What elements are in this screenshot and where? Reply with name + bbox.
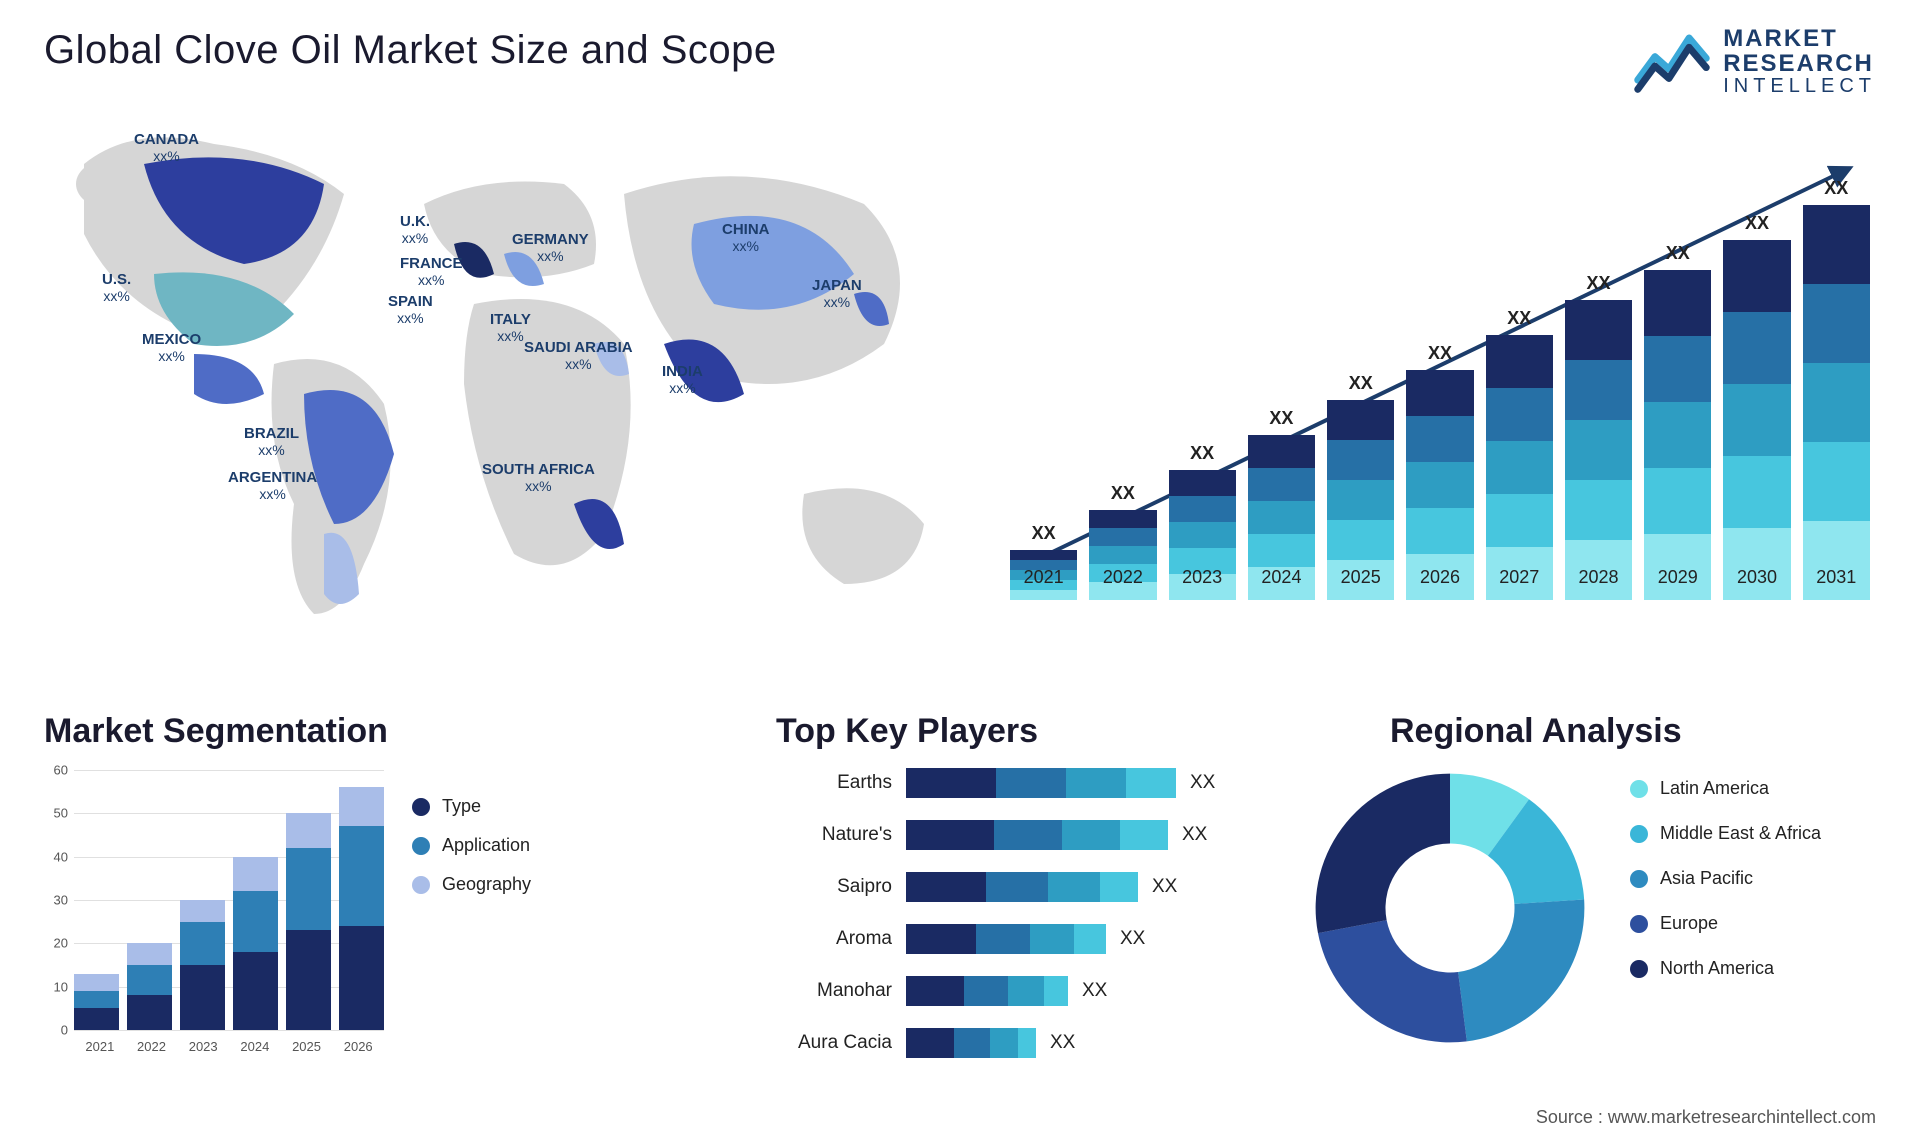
- region-chart: Latin America Middle East & Africa Asia Pa…: [1310, 760, 1870, 1080]
- map-label-china: CHINAxx%: [722, 222, 770, 254]
- player-row-natures: Nature'sXX: [776, 812, 1276, 858]
- donut-icon: [1310, 768, 1590, 1048]
- seg-bar-2026: [339, 787, 384, 1030]
- players-title: Top Key Players: [776, 712, 1038, 751]
- map-label-spain: SPAINxx%: [388, 294, 433, 326]
- player-row-saipro: SaiproXX: [776, 864, 1276, 910]
- map-label-france: FRANCExx%: [400, 256, 463, 288]
- map-label-uk: U.K.xx%: [400, 214, 430, 246]
- growth-value-label: XX: [1428, 343, 1452, 364]
- growth-bar-2028: XX 2028: [1565, 180, 1632, 600]
- map-label-germany: GERMANYxx%: [512, 232, 589, 264]
- growth-year-label: 2028: [1565, 567, 1632, 588]
- growth-bar-2023: XX 2023: [1169, 180, 1236, 600]
- map-label-japan: JAPANxx%: [812, 278, 862, 310]
- region-legend-northamerica: North America: [1630, 958, 1821, 979]
- map-label-india: INDIAxx%: [662, 364, 703, 396]
- region-legend-europe: Europe: [1630, 913, 1821, 934]
- map-label-canada: CANADAxx%: [134, 132, 199, 164]
- region-title: Regional Analysis: [1390, 712, 1682, 751]
- seg-legend-application: Application: [412, 835, 531, 856]
- logo-text-1: MARKET: [1723, 26, 1876, 51]
- growth-value-label: XX: [1507, 308, 1531, 329]
- growth-value-label: XX: [1269, 408, 1293, 429]
- logo-text-3: INTELLECT: [1723, 76, 1876, 97]
- player-row-manohar: ManoharXX: [776, 968, 1276, 1014]
- growth-bar-2026: XX 2026: [1406, 180, 1473, 600]
- growth-year-label: 2027: [1486, 567, 1553, 588]
- players-chart: EarthsXX Nature'sXX SaiproXX AromaXX Manohar…: [776, 760, 1276, 1080]
- map-label-saudiarabia: SAUDI ARABIAxx%: [524, 340, 633, 372]
- seg-bar-2025: [286, 813, 331, 1030]
- map-svg: [44, 114, 964, 644]
- growth-value-label: XX: [1666, 243, 1690, 264]
- seg-bar-2024: [233, 857, 278, 1030]
- growth-year-label: 2022: [1089, 567, 1156, 588]
- growth-value-label: XX: [1586, 273, 1610, 294]
- donut-slice-asiapacific: [1458, 900, 1584, 1042]
- region-legend-middleeastafrica: Middle East & Africa: [1630, 823, 1821, 844]
- growth-value-label: XX: [1745, 213, 1769, 234]
- player-row-aroma: AromaXX: [776, 916, 1276, 962]
- growth-bar-2025: XX 2025: [1327, 180, 1394, 600]
- segmentation-title: Market Segmentation: [44, 712, 388, 751]
- growth-bar-2024: XX 2024: [1248, 180, 1315, 600]
- growth-year-label: 2023: [1169, 567, 1236, 588]
- seg-bar-2022: [127, 943, 172, 1030]
- map-label-southafrica: SOUTH AFRICAxx%: [482, 462, 595, 494]
- map-label-us: U.S.xx%: [102, 272, 131, 304]
- player-row-auracacia: Aura CaciaXX: [776, 1020, 1276, 1066]
- seg-legend-geography: Geography: [412, 874, 531, 895]
- brand-logo: MARKET RESEARCH INTELLECT: [1633, 24, 1876, 99]
- growth-value-label: XX: [1190, 443, 1214, 464]
- growth-bar-2022: XX 2022: [1089, 180, 1156, 600]
- map-label-argentina: ARGENTINAxx%: [228, 470, 317, 502]
- segmentation-chart: 0102030405060 202120222023202420252026 T…: [44, 760, 554, 1080]
- map-label-mexico: MEXICOxx%: [142, 332, 201, 364]
- logo-text-2: RESEARCH: [1723, 51, 1876, 76]
- growth-year-label: 2021: [1010, 567, 1077, 588]
- growth-year-label: 2024: [1248, 567, 1315, 588]
- growth-bar-2031: XX 2031: [1803, 180, 1870, 600]
- growth-bar-2021: XX 2021: [1010, 180, 1077, 600]
- region-legend-asiapacific: Asia Pacific: [1630, 868, 1821, 889]
- growth-year-label: 2031: [1803, 567, 1870, 588]
- growth-year-label: 2026: [1406, 567, 1473, 588]
- growth-value-label: XX: [1032, 523, 1056, 544]
- player-row-earths: EarthsXX: [776, 760, 1276, 806]
- world-map: CANADAxx% U.S.xx% MEXICOxx% BRAZILxx% ARGENT…: [44, 114, 964, 644]
- growth-value-label: XX: [1824, 178, 1848, 199]
- growth-bar-2030: XX 2030: [1723, 180, 1790, 600]
- growth-value-label: XX: [1349, 373, 1373, 394]
- source-label: Source : www.marketresearchintellect.com: [1536, 1107, 1876, 1128]
- donut-slice-europe: [1318, 920, 1467, 1042]
- seg-bar-2023: [180, 900, 225, 1030]
- seg-legend-type: Type: [412, 796, 531, 817]
- growth-value-label: XX: [1111, 483, 1135, 504]
- growth-bar-2029: XX 2029: [1644, 180, 1711, 600]
- seg-bar-2021: [74, 974, 119, 1030]
- growth-year-label: 2025: [1327, 567, 1394, 588]
- growth-chart: XX 2021 XX 2022 XX 2023 XX 2024 XX 2025 XX 2026 XX 20…: [1010, 140, 1870, 640]
- growth-year-label: 2029: [1644, 567, 1711, 588]
- donut-slice-northamerica: [1316, 774, 1450, 934]
- growth-year-label: 2030: [1723, 567, 1790, 588]
- region-legend-latinamerica: Latin America: [1630, 778, 1821, 799]
- logo-mark-icon: [1633, 24, 1711, 99]
- page-title: Global Clove Oil Market Size and Scope: [44, 28, 777, 73]
- growth-bar-2027: XX 2027: [1486, 180, 1553, 600]
- map-label-brazil: BRAZILxx%: [244, 426, 299, 458]
